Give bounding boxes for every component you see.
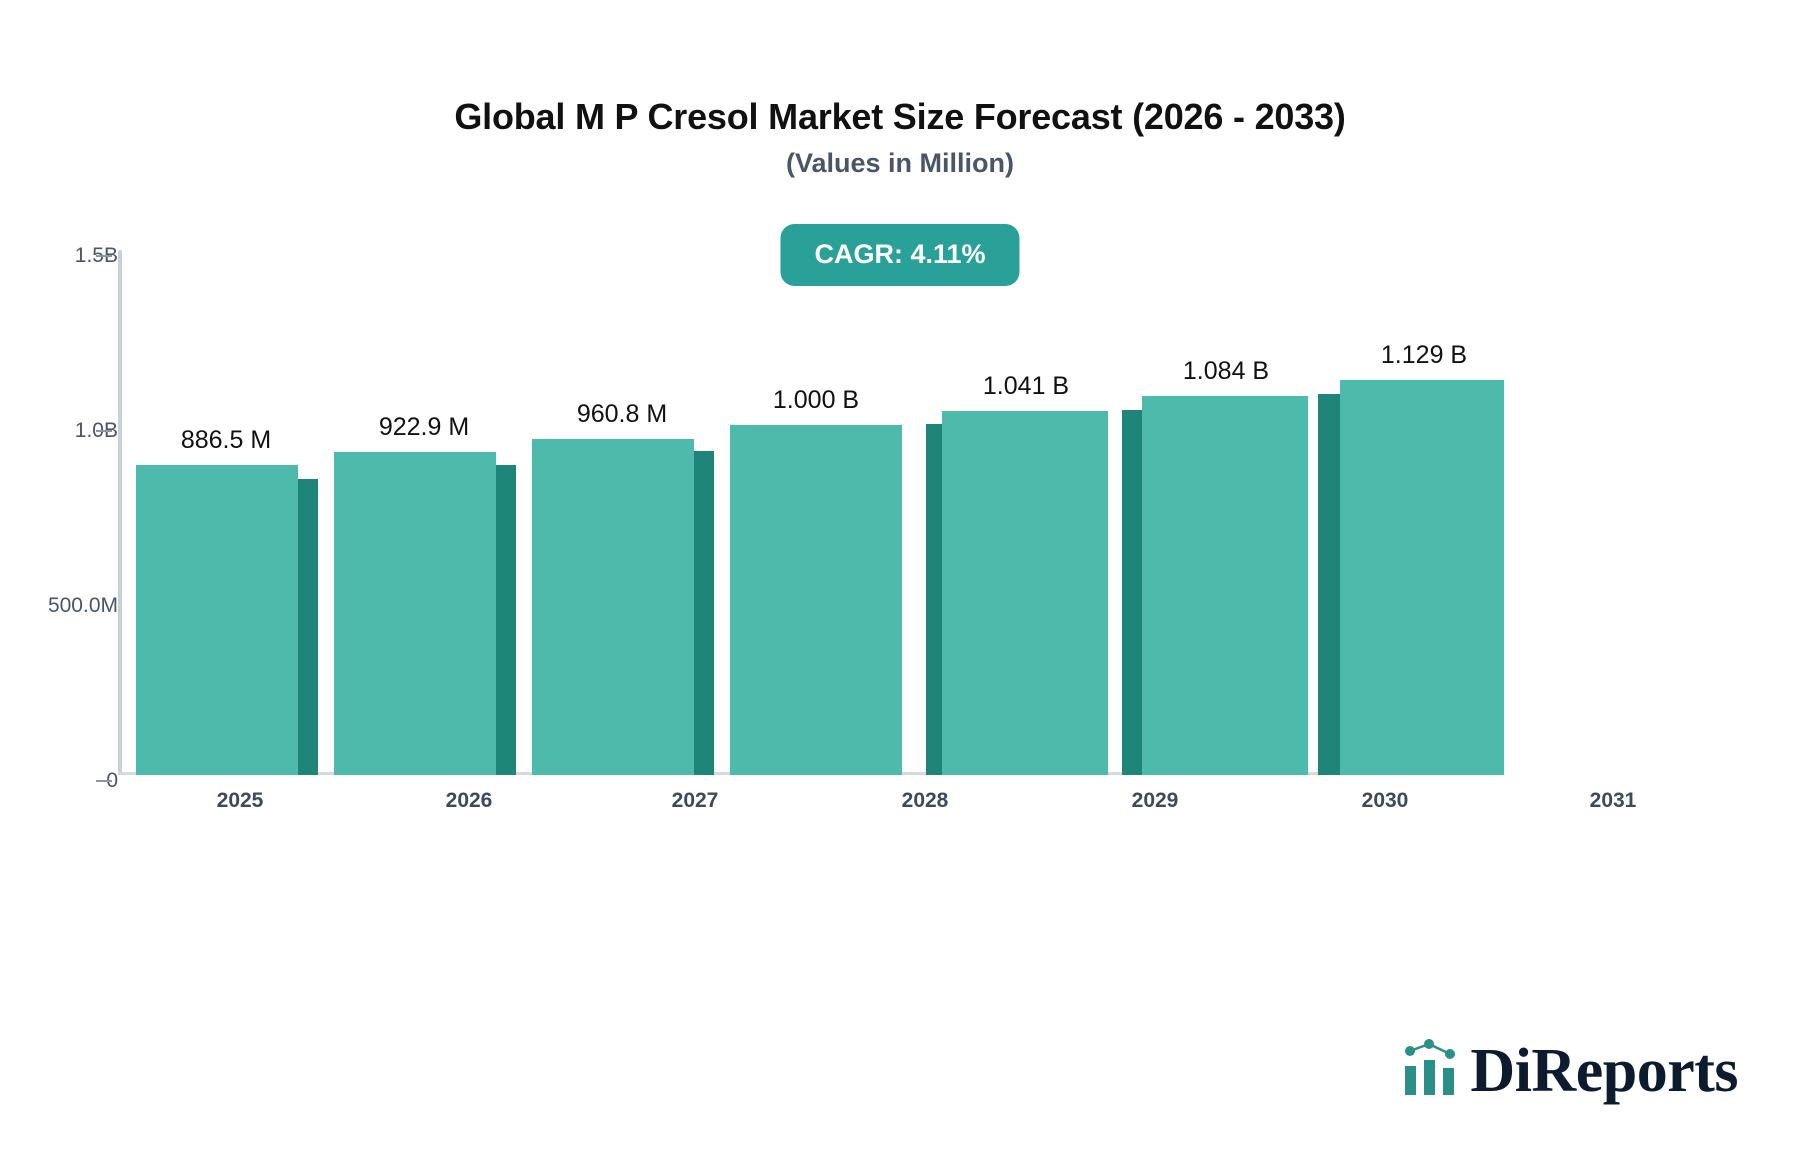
bar-label-2030: 1.084 B <box>1182 357 1270 385</box>
direports-logo: DiReports <box>1402 1038 1738 1103</box>
bar-face-2027 <box>532 439 694 775</box>
x-tick-label-2028: 2028 <box>901 789 949 812</box>
y-axis-line <box>118 250 122 775</box>
bar-label-2026: 922.9 M <box>378 413 470 441</box>
bar-face-2028 <box>730 425 902 775</box>
bar-label-2028: 1.000 B <box>772 386 860 414</box>
bar-label-2031: 1.129 B <box>1380 341 1468 369</box>
bar-side-2025 <box>296 479 318 775</box>
bar-side-2027 <box>692 451 714 775</box>
x-tick-label-2031: 2031 <box>1589 789 1637 812</box>
bar-side-2031 <box>1318 394 1342 775</box>
y-tick-dash-2 <box>96 430 112 432</box>
bars-layer: 886.5 M 922.9 M 960.8 M 1.000 B 1.041 B <box>118 250 1504 775</box>
y-tick-dash-3 <box>96 255 112 257</box>
bar-face-2029 <box>942 411 1108 775</box>
bar-side-2029 <box>926 424 944 775</box>
chart-subtitle: (Values in Million) <box>785 148 1015 178</box>
logo-wordmark: DiReports <box>1470 1036 1738 1105</box>
bar-face-2030 <box>1142 396 1308 775</box>
bar-side-2026 <box>494 465 516 775</box>
y-tick-dash-0 <box>96 780 112 782</box>
x-tick-label-2025: 2025 <box>216 789 264 812</box>
y-tick-label-0: 0 <box>106 769 118 792</box>
bar-face-2026 <box>334 452 496 775</box>
bar-face-2031 <box>1340 380 1504 775</box>
chart-title: Global M P Cresol Market Size Forecast (… <box>454 96 1346 137</box>
bar-label-2025: 886.5 M <box>180 426 272 454</box>
cagr-badge: CAGR: 4.11% <box>780 224 1020 286</box>
bar-label-2029: 1.041 B <box>982 372 1070 400</box>
x-tick-label-2027: 2027 <box>671 789 719 812</box>
y-tick-label-1: 500.0M <box>47 594 118 617</box>
y-axis-ticks: 1.5B 1.0B 500.0M 0 <box>0 0 118 1156</box>
bar-label-2027: 960.8 M <box>576 400 668 428</box>
x-tick-label-2030: 2030 <box>1361 789 1409 812</box>
x-tick-label-2029: 2029 <box>1131 789 1179 812</box>
x-tick-label-2026: 2026 <box>445 789 493 812</box>
bar-face-2025 <box>136 465 298 775</box>
bar-chart-icon <box>1402 1038 1460 1103</box>
bar-side-2030 <box>1122 410 1144 775</box>
